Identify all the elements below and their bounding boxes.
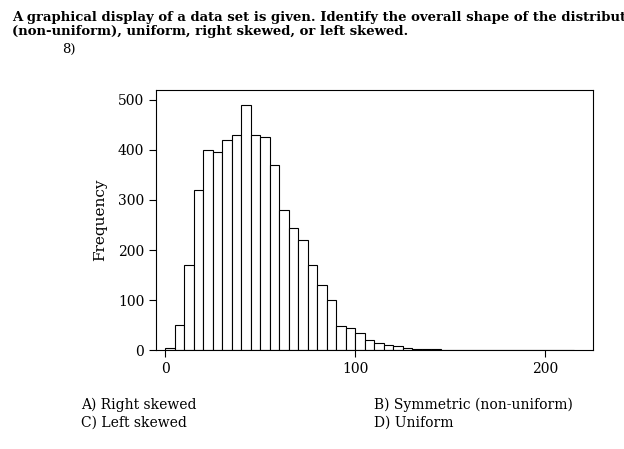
Bar [346,328,356,350]
Bar [241,105,251,350]
Bar [251,135,260,350]
Bar [280,210,289,350]
Text: A) Right skewed: A) Right skewed [81,397,197,412]
Bar [270,165,280,350]
Bar [308,265,318,350]
Bar [431,349,441,350]
Bar [194,190,203,350]
Bar [165,348,175,350]
Bar [384,345,393,350]
Bar [365,340,374,350]
Bar [336,326,346,350]
Text: 8): 8) [62,43,76,56]
Text: A graphical display of a data set is given. Identify the overall shape of the di: A graphical display of a data set is giv… [12,11,624,24]
Text: (non-uniform), uniform, right skewed, or left skewed.: (non-uniform), uniform, right skewed, or… [12,25,409,38]
Bar [422,349,431,350]
Bar [175,325,185,350]
Bar [356,333,365,350]
Bar [289,228,298,350]
Bar [374,343,384,350]
Bar [223,140,232,350]
Bar [318,285,327,350]
Text: B) Symmetric (non-uniform): B) Symmetric (non-uniform) [374,397,573,412]
Bar [203,150,213,350]
Bar [403,348,412,350]
Bar [412,349,422,350]
Bar [327,300,336,350]
Bar [298,240,308,350]
Y-axis label: Frequency: Frequency [93,179,107,261]
Bar [260,137,270,350]
Bar [232,135,241,350]
Bar [213,152,223,350]
Text: C) Left skewed: C) Left skewed [81,415,187,429]
Bar [393,346,403,350]
Text: D) Uniform: D) Uniform [374,415,454,429]
Bar [185,265,194,350]
